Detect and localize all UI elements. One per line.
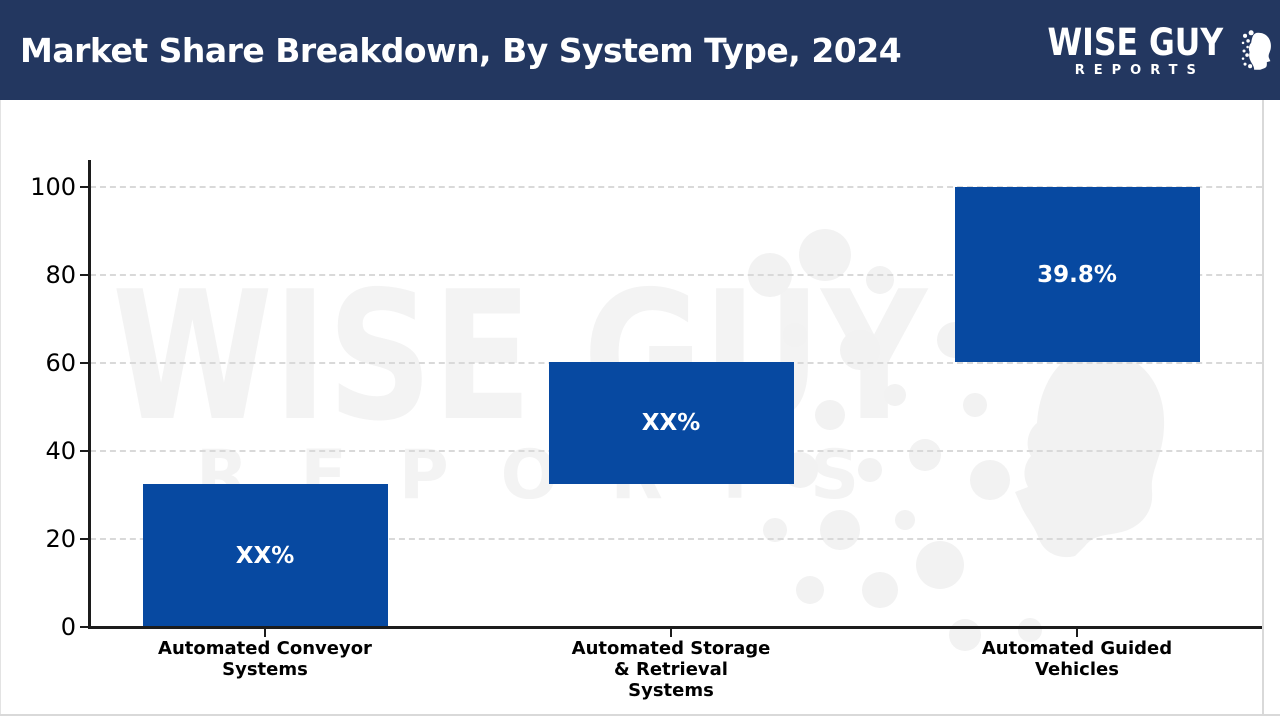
gridline-80 (90, 274, 1262, 276)
y-tick-label-20: 20 (45, 525, 76, 553)
y-tick-label-0: 0 (60, 613, 76, 641)
y-tick-label-100: 100 (30, 173, 76, 201)
category-label-3: Automated Guided Vehicles (981, 638, 1173, 680)
x-tick-2 (670, 629, 672, 637)
category-label-1: Automated Conveyor Systems (158, 638, 372, 680)
y-tick-label-40: 40 (45, 437, 76, 465)
bar-segment-2: XX% (548, 362, 794, 485)
x-axis-line (88, 626, 1263, 629)
watermark-face-icon (748, 229, 1165, 651)
chart-right-border (1262, 100, 1264, 714)
y-tick-80 (80, 274, 89, 276)
y-tick-20 (80, 538, 89, 540)
y-tick-60 (80, 362, 89, 364)
header-bar: Market Share Breakdown, By System Type, … (0, 0, 1280, 100)
y-tick-label-60: 60 (45, 349, 76, 377)
y-tick-0 (80, 626, 89, 628)
chart-bottom-border (0, 714, 1280, 716)
bar-segment-3: 39.8% (954, 187, 1200, 363)
wise-guy-reports-logo: WISE GUY REPORTS (1032, 6, 1272, 94)
category-label-2: Automated Storage & Retrieval Systems (571, 638, 771, 701)
chart-title: Market Share Breakdown, By System Type, … (20, 30, 902, 70)
bar-value-label: 39.8% (1037, 261, 1117, 288)
y-tick-100 (80, 186, 89, 188)
y-tick-label-80: 80 (45, 261, 76, 289)
logo-subtitle: REPORTS (1074, 62, 1205, 78)
x-tick-1 (264, 629, 266, 637)
chart-left-border (0, 100, 1, 714)
logo-name: WISE GUY (1047, 20, 1224, 64)
y-axis-line (88, 160, 91, 628)
gridline-100 (90, 186, 1262, 188)
x-tick-3 (1076, 629, 1078, 637)
chart-area: WISE GUY REPORTS 020406080100XX%XX%39.8%… (0, 100, 1280, 720)
bar-segment-1: XX% (142, 484, 388, 627)
gridline-20 (90, 538, 1262, 540)
logo-text: WISE GUY REPORTS (1032, 24, 1239, 77)
logo-face-icon (1241, 30, 1271, 70)
y-tick-40 (80, 450, 89, 452)
bar-value-label: XX% (235, 542, 295, 569)
bar-value-label: XX% (641, 410, 701, 437)
